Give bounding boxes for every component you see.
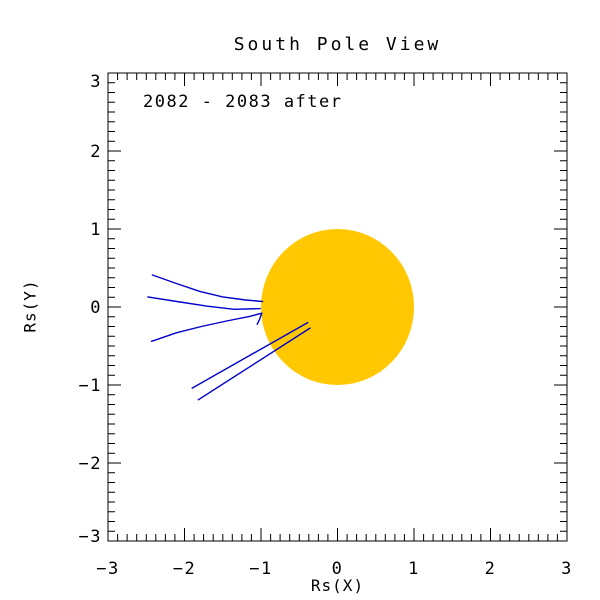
x-tick-label: −2 (173, 559, 196, 579)
trajectory-5 (197, 327, 311, 401)
trajectory-1 (151, 274, 264, 303)
y-tick-label: 3 (90, 72, 102, 92)
trajectory-4 (191, 321, 309, 389)
x-tick-label: 2 (485, 559, 497, 579)
x-tick-label: −3 (96, 559, 119, 579)
x-tick-label: 0 (332, 559, 344, 579)
trajectory-2 (147, 296, 261, 310)
y-axis-label: Rs(Y) (20, 279, 40, 333)
axis-ticks (107, 72, 568, 542)
y-tick-label: −3 (79, 527, 102, 547)
y-tick-label: 0 (90, 298, 102, 318)
trajectory-3 (150, 312, 263, 342)
plot-title: South Pole View (233, 34, 442, 55)
x-tick-label: 1 (408, 559, 420, 579)
y-tick-label: −2 (79, 454, 102, 474)
sun-disk (261, 229, 414, 385)
y-tick-label: 2 (90, 142, 102, 162)
annotation-label: 2082 - 2083 after (143, 92, 343, 112)
x-tick-label: 3 (561, 559, 573, 579)
x-axis-label: Rs(X) (310, 576, 365, 595)
y-tick-label: −1 (79, 376, 102, 396)
y-tick-label: 1 (90, 220, 102, 240)
x-tick-label: −1 (249, 559, 272, 579)
